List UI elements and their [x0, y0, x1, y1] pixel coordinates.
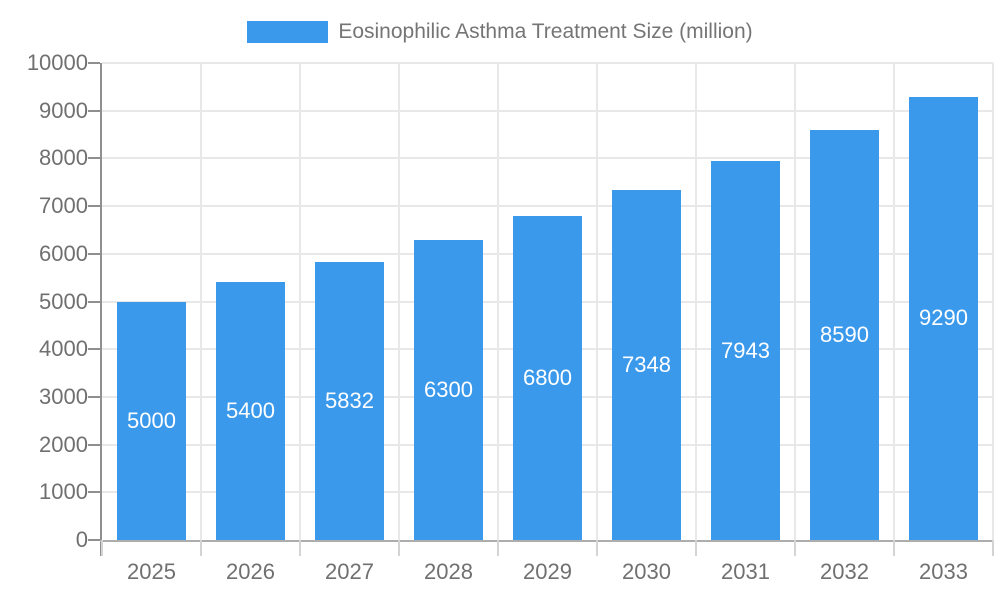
y-axis-label: 4000 — [39, 336, 88, 362]
x-axis-tick — [496, 540, 499, 556]
bar-2029[interactable]: 6800 — [512, 215, 583, 540]
x-axis-label: 2029 — [523, 559, 572, 584]
x-axis-tick — [694, 540, 697, 556]
bar-2026[interactable]: 5400 — [215, 282, 286, 540]
bar-value-label: 9290 — [919, 305, 968, 331]
x-axis-tick — [298, 540, 301, 556]
y-axis-label: 8000 — [39, 145, 88, 171]
y-axis-tick — [88, 443, 100, 446]
bar-value-label: 5832 — [325, 387, 374, 413]
x-axis-tick — [397, 540, 400, 556]
x-axis-tick — [794, 540, 796, 556]
plot-area: 5000 5400 5832 6300 6800 7348 7943 8590 9290 — [88, 62, 994, 556]
chart-legend: Eosinophilic Asthma Treatment Size (mill… — [0, 20, 1000, 44]
grid-line-vertical — [298, 63, 301, 540]
grid-line-vertical — [992, 63, 994, 540]
grid-line-horizontal — [102, 109, 993, 112]
bar-2028[interactable]: 6300 — [413, 239, 484, 540]
grid-line-horizontal — [102, 157, 993, 160]
x-axis-label: 2025 — [127, 559, 176, 584]
legend-item[interactable]: Eosinophilic Asthma Treatment Size (mill… — [247, 20, 753, 44]
bar-value-label: 5000 — [127, 407, 176, 433]
y-axis-tick — [88, 157, 100, 160]
bar-2033[interactable]: 9290 — [908, 96, 979, 540]
x-axis-label: 2032 — [820, 559, 869, 584]
x-axis-label: 2027 — [325, 559, 374, 584]
x-axis-label: 2026 — [226, 559, 275, 584]
grid-line-vertical — [496, 63, 499, 540]
grid-line-vertical — [596, 63, 598, 540]
y-axis-tick — [88, 395, 100, 398]
bar-value-label: 5400 — [226, 398, 275, 424]
bar-2030[interactable]: 7348 — [611, 189, 682, 540]
x-axis-line — [100, 540, 993, 542]
x-axis-tick — [596, 540, 598, 556]
x-axis-tick — [199, 540, 202, 556]
x-axis-label: 2033 — [919, 559, 968, 584]
grid-line-vertical — [794, 63, 796, 540]
legend-swatch — [247, 21, 329, 43]
bar-2032[interactable]: 8590 — [809, 130, 880, 540]
x-axis-tick — [992, 540, 994, 556]
y-axis-tick — [88, 300, 100, 303]
y-axis-label: 3000 — [39, 383, 88, 409]
x-axis-tick — [892, 540, 895, 556]
y-axis-label: 0 — [75, 527, 88, 552]
y-axis-tick — [88, 62, 100, 64]
y-axis-labels: 0 1000 2000 3000 4000 5000 6000 7000 8000 9000 100… — [0, 52, 88, 551]
x-axis-label: 2030 — [622, 559, 671, 584]
y-axis-tick — [88, 205, 100, 208]
bar-value-label: 6300 — [424, 376, 473, 402]
grid-line-vertical — [199, 63, 202, 540]
bar-value-label: 7348 — [622, 351, 671, 377]
y-axis-label: 5000 — [39, 288, 88, 314]
grid-line-vertical — [892, 63, 895, 540]
bar-2031[interactable]: 7943 — [710, 161, 781, 540]
y-axis-tick — [88, 109, 100, 112]
legend-label: Eosinophilic Asthma Treatment Size (mill… — [338, 20, 753, 43]
grid-line-vertical — [397, 63, 400, 540]
x-axis-tick — [101, 540, 103, 556]
y-axis-line — [100, 63, 102, 556]
y-axis-tick — [88, 348, 100, 351]
y-axis-tick — [88, 252, 100, 255]
bar-2027[interactable]: 5832 — [314, 261, 385, 540]
y-axis-label: 7000 — [39, 193, 88, 219]
y-axis-tick — [88, 539, 100, 541]
y-axis-label: 9000 — [39, 97, 88, 123]
x-axis-labels: 2025 2026 2027 2028 2029 2030 2031 2032 2033 — [102, 557, 993, 587]
x-axis-label: 2028 — [424, 559, 473, 584]
bar-2025[interactable]: 5000 — [116, 301, 187, 540]
grid-line-horizontal — [102, 205, 993, 208]
y-axis-label: 6000 — [39, 240, 88, 266]
grid-line-horizontal — [102, 62, 993, 64]
y-axis-label: 1000 — [39, 479, 88, 505]
bar-value-label: 6800 — [523, 364, 572, 390]
x-axis-label: 2031 — [721, 559, 770, 584]
y-axis-label: 10000 — [26, 50, 88, 75]
y-axis-label: 2000 — [39, 431, 88, 457]
grid-line-vertical — [694, 63, 697, 540]
bar-value-label: 7943 — [721, 337, 770, 363]
y-axis-tick — [88, 491, 100, 494]
bar-value-label: 8590 — [820, 322, 869, 348]
